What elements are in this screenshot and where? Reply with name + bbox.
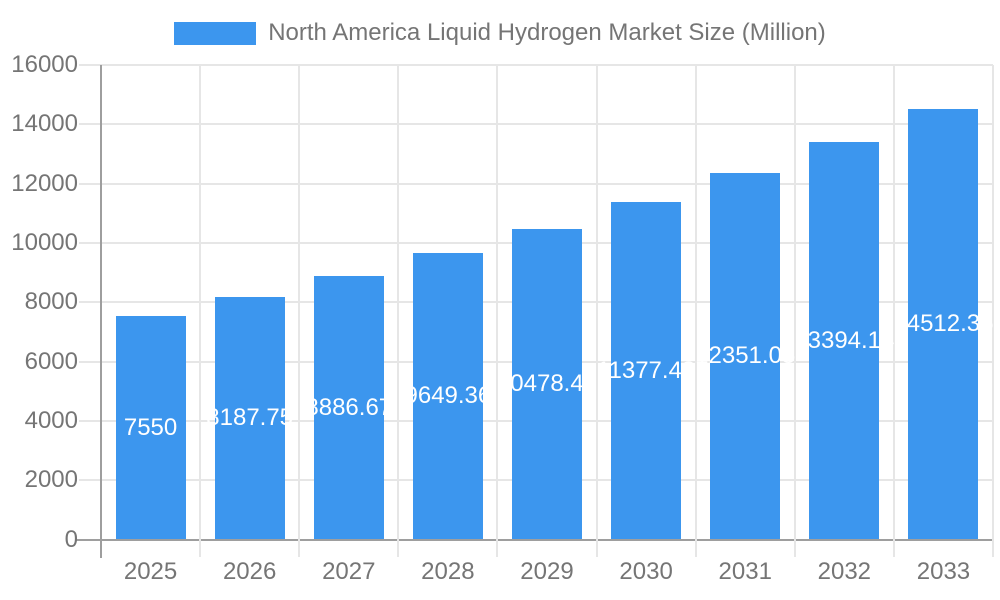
bar-value-label: 10478.42 — [496, 370, 598, 398]
y-tick-label: 8000 — [24, 288, 78, 316]
y-tick-label: 16000 — [11, 51, 78, 78]
y-tick-label: 4000 — [24, 406, 78, 434]
y-tick-label: 12000 — [11, 169, 78, 197]
y-tick-label: 2000 — [24, 466, 78, 494]
x-tick-label: 2031 — [718, 557, 772, 585]
bar-value-label: 8886.67 — [305, 393, 393, 421]
bar-value-label: 9649.36 — [404, 382, 492, 410]
bar-value-label: 7550 — [123, 413, 178, 441]
v-gridline — [496, 65, 499, 557]
y-tick-label: 14000 — [11, 110, 78, 138]
bar[interactable] — [809, 142, 880, 540]
v-gridline — [992, 65, 994, 557]
y-tick-label: 6000 — [24, 347, 78, 375]
bar[interactable] — [115, 315, 186, 540]
bar[interactable] — [512, 228, 582, 540]
chart-legend: North America Liquid Hydrogen Market Siz… — [0, 18, 1000, 48]
bar[interactable] — [710, 173, 781, 540]
legend-swatch-icon — [174, 21, 257, 45]
bar-value-label: 13394.14 — [794, 326, 895, 354]
h-gridline — [79, 182, 993, 185]
v-gridline — [793, 65, 796, 557]
v-gridline — [397, 65, 400, 557]
v-gridline — [298, 65, 301, 557]
legend-item[interactable]: North America Liquid Hydrogen Market Siz… — [174, 19, 826, 47]
h-gridline — [79, 64, 993, 66]
x-tick-label: 2026 — [222, 557, 277, 585]
v-gridline — [892, 65, 895, 557]
v-gridline — [595, 65, 598, 557]
x-tick-label: 2029 — [520, 557, 574, 585]
bar[interactable] — [214, 296, 285, 540]
x-tick-label: 2030 — [619, 557, 673, 585]
x-tick-label: 2028 — [421, 557, 475, 585]
y-tick-label: 0 — [64, 525, 78, 553]
bar[interactable] — [908, 109, 979, 540]
x-tick-label: 2032 — [817, 557, 872, 585]
x-tick-label: 2027 — [322, 557, 376, 585]
bar[interactable] — [313, 275, 384, 540]
v-gridline — [199, 65, 202, 557]
x-tick-label: 2033 — [916, 557, 971, 585]
bar[interactable] — [611, 202, 682, 540]
x-axis-baseline — [75, 538, 993, 541]
bar-value-label: 11377.43 — [596, 356, 696, 384]
bar[interactable] — [412, 253, 483, 540]
x-tick-label: 2025 — [123, 557, 178, 585]
legend-label: North America Liquid Hydrogen Market Siz… — [268, 19, 826, 46]
bar-value-label: 8187.75 — [206, 404, 294, 432]
y-tick-label: 10000 — [11, 228, 78, 256]
y-axis-line — [100, 65, 102, 558]
h-gridline — [79, 123, 993, 126]
v-gridline — [694, 65, 697, 557]
bar-value-label: 14512.35 — [893, 310, 994, 338]
bar-value-label: 12351.05 — [695, 342, 796, 370]
